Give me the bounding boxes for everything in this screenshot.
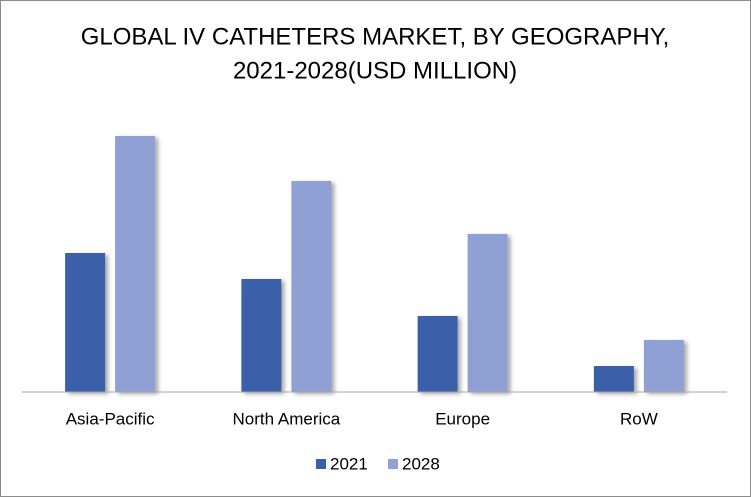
legend-label: 2028 xyxy=(402,454,440,473)
x-tick-label: RoW xyxy=(620,409,658,428)
chart-title: GLOBAL IV CATHETERS MARKET, BY GEOGRAPHY… xyxy=(81,23,670,50)
chart-title: 2021-2028(USD MILLION) xyxy=(233,57,517,84)
legend-label: 2021 xyxy=(330,454,368,473)
legend-swatch xyxy=(388,459,398,469)
bar xyxy=(643,340,684,392)
bar xyxy=(417,316,458,392)
bar xyxy=(467,234,508,392)
legend-swatch xyxy=(316,459,326,469)
x-tick-label: North America xyxy=(233,409,341,428)
bar xyxy=(65,253,106,392)
bar xyxy=(115,136,156,392)
bar xyxy=(291,181,332,392)
x-tick-label: Asia-Pacific xyxy=(66,409,155,428)
bar xyxy=(593,366,634,392)
bar xyxy=(241,279,282,392)
x-tick-label: Europe xyxy=(435,409,490,428)
